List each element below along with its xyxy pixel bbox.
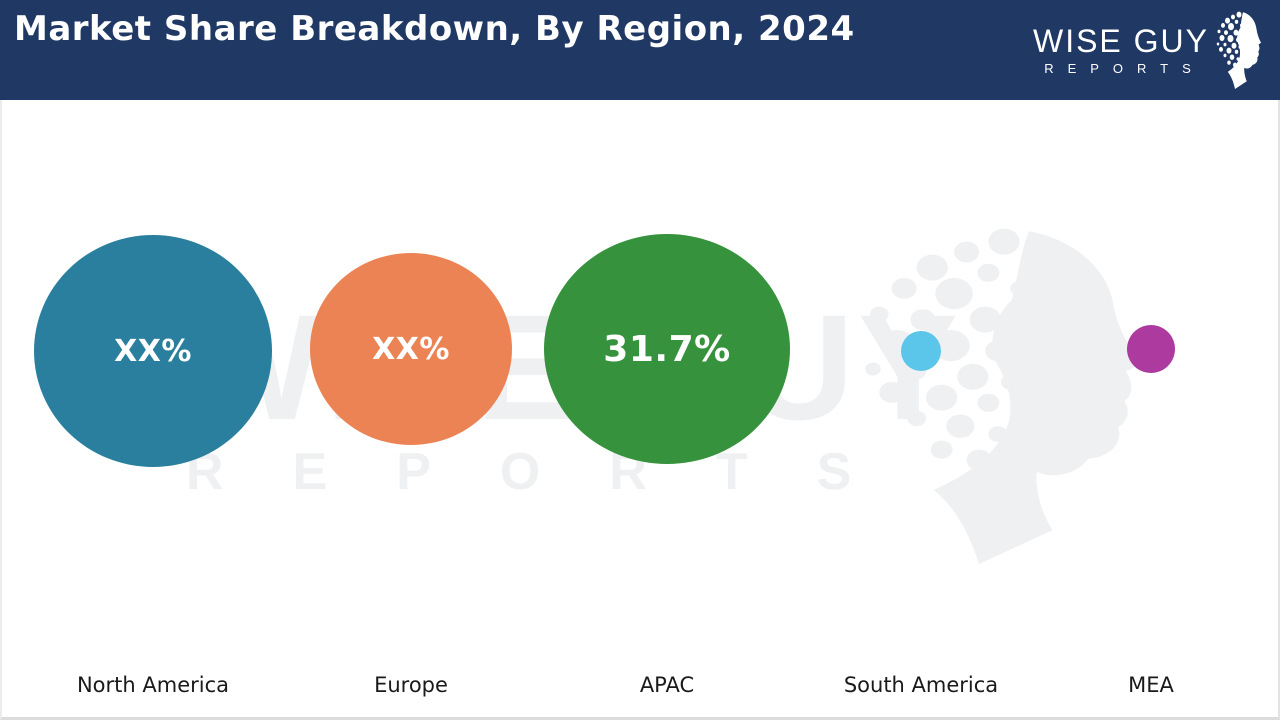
category-label-apac: APAC — [639, 673, 695, 697]
bubble-value-label: 31.7% — [603, 328, 731, 370]
bubble-mea — [1127, 325, 1175, 373]
brand-logo-text: WISE GUY REPORTS — [1032, 22, 1209, 77]
header: Market Share Breakdown, By Region, 2024 … — [0, 0, 1280, 100]
bubble-north-america: XX% — [34, 235, 272, 467]
bubble-value-label: XX% — [114, 333, 192, 369]
bubble-europe: XX% — [310, 253, 512, 445]
wiseguy-head-icon — [1216, 11, 1261, 89]
category-label-europe: Europe — [374, 673, 448, 697]
brand-name: WISE GUY — [1032, 22, 1209, 59]
page-title: Market Share Breakdown, By Region, 2024 — [14, 9, 855, 49]
brand-subtitle: REPORTS — [1044, 61, 1205, 77]
category-label-south-america: South America — [843, 673, 999, 697]
chart-area — [0, 100, 1280, 720]
bubble-value-label: XX% — [372, 331, 450, 367]
category-label-mea: MEA — [1128, 673, 1174, 697]
bubble-apac: 31.7% — [544, 234, 790, 464]
category-label-north-america: North America — [76, 673, 230, 697]
bubble-south-america — [901, 331, 941, 371]
brand-logo: WISE GUY REPORTS — [1033, 9, 1264, 91]
